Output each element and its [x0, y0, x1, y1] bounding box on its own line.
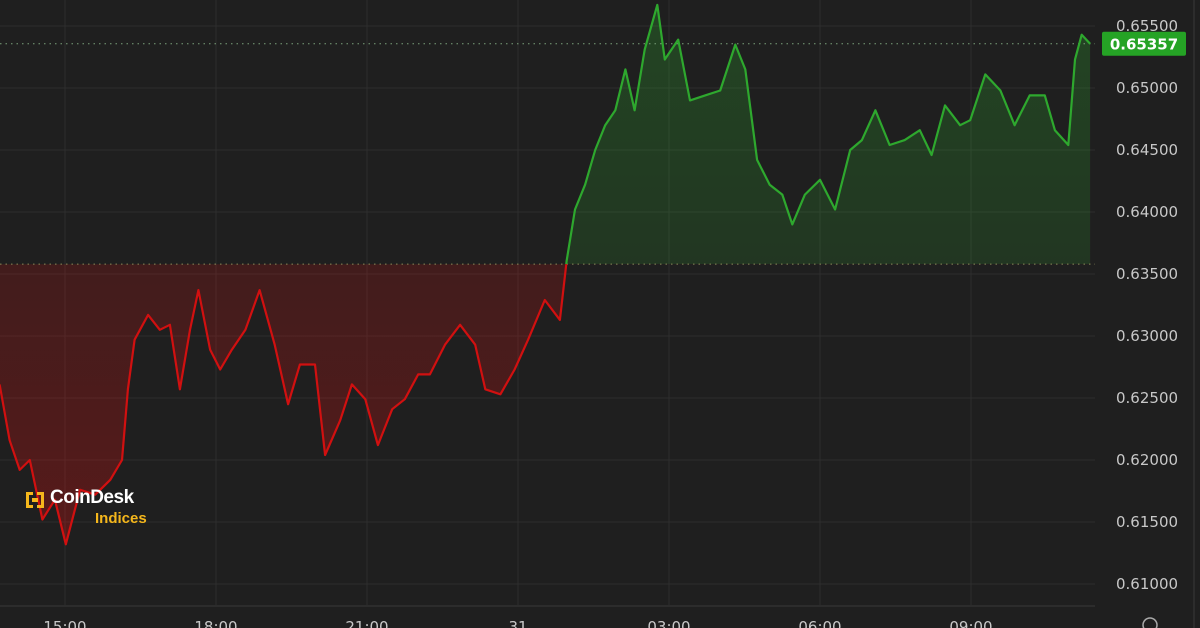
y-tick-label: 0.62000 — [1116, 451, 1178, 469]
x-tick-label: 06:00 — [798, 618, 841, 628]
y-tick-label: 0.65500 — [1116, 17, 1178, 35]
y-tick-label: 0.61000 — [1116, 575, 1178, 593]
y-tick-label: 0.64500 — [1116, 141, 1178, 159]
y-tick-label: 0.63500 — [1116, 265, 1178, 283]
price-line-up — [565, 3, 1091, 265]
settings-icon[interactable] — [1142, 617, 1158, 628]
last-price-badge — [1102, 31, 1186, 56]
y-tick-label: 0.65000 — [1116, 79, 1178, 97]
x-tick-label: 18:00 — [194, 618, 237, 628]
y-tick-label: 0.61500 — [1116, 513, 1178, 531]
area-fill-down — [0, 264, 1091, 545]
y-tick-label: 0.62500 — [1116, 389, 1178, 407]
x-tick-label: 31 — [508, 618, 527, 628]
logo-sub-text: Indices — [95, 510, 147, 527]
price-line-down — [0, 264, 568, 546]
x-tick-label: 15:00 — [43, 618, 86, 628]
y-tick-label: 0.63000 — [1116, 327, 1178, 345]
last-price-label: 0.65357 — [1110, 36, 1178, 54]
logo-brand-text: CoinDesk — [50, 487, 134, 508]
y-tick-label: 0.64000 — [1116, 203, 1178, 221]
x-tick-label: 09:00 — [949, 618, 992, 628]
area-fill-up — [566, 4, 1091, 265]
x-tick-label: 21:00 — [345, 618, 388, 628]
coindesk-logo-icon — [26, 492, 44, 508]
x-tick-label: 03:00 — [647, 618, 690, 628]
